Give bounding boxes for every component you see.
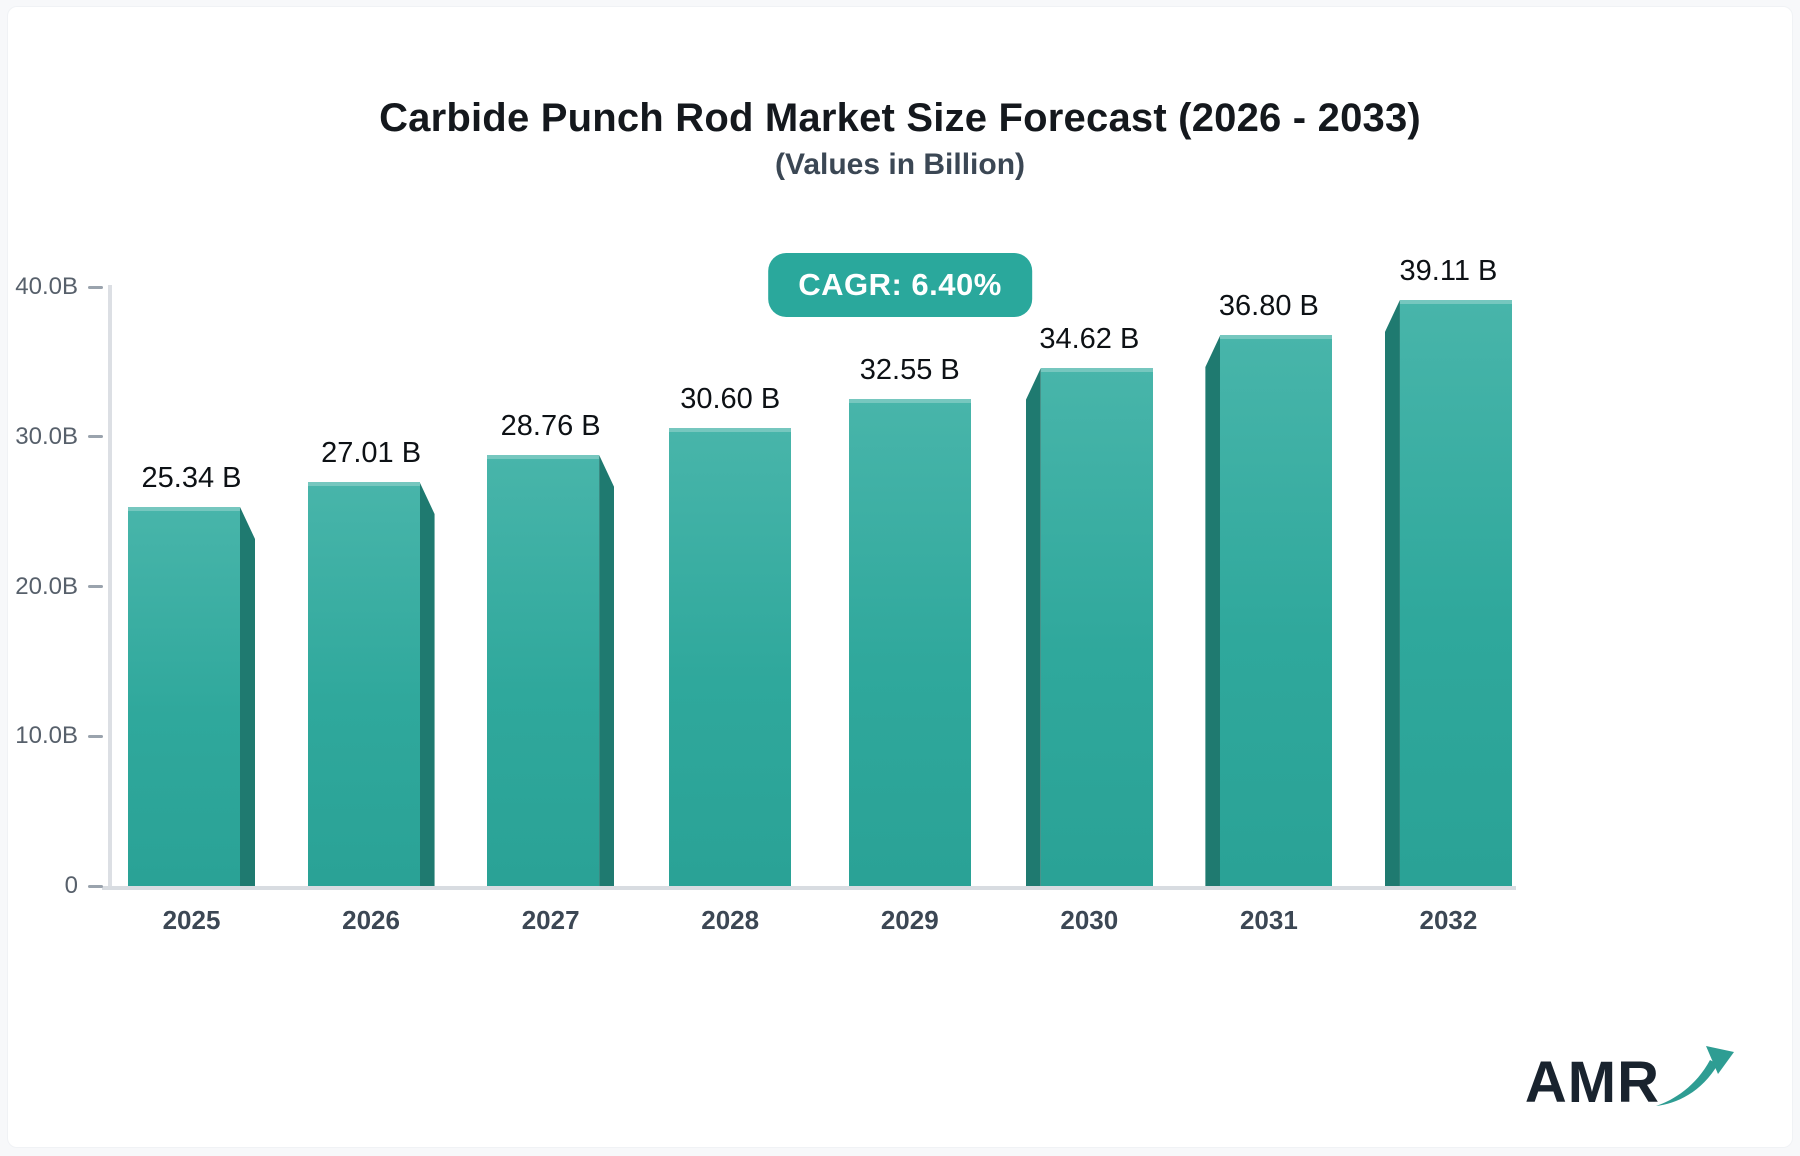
bar-value-label: 32.55 B	[859, 354, 960, 386]
bar-group: 36.80 B	[1205, 287, 1333, 886]
bar-value-label: 27.01 B	[321, 437, 422, 469]
amr-logo: AMR	[1525, 1044, 1738, 1112]
x-axis-line	[102, 886, 1516, 890]
bar-top-highlight	[848, 399, 971, 403]
x-axis-label: 2027	[521, 905, 580, 935]
x-axis-label: 2031	[1239, 905, 1298, 935]
bar-group: 25.34 B	[128, 287, 255, 886]
bar-top-highlight	[307, 482, 420, 486]
bar-value-label: 36.80 B	[1218, 290, 1319, 322]
bar-3d-side	[599, 455, 615, 886]
bar[interactable]	[1040, 368, 1153, 886]
bar[interactable]	[1220, 335, 1333, 886]
y-axis-tick-label: 40.0B	[15, 273, 78, 300]
y-axis-tick-mark	[88, 884, 103, 888]
bar-3d-side	[1025, 368, 1041, 886]
chart-title: Carbide Punch Rod Market Size Forecast (…	[379, 96, 1421, 140]
y-axis-tick-label: 0	[64, 872, 78, 899]
bar[interactable]	[848, 399, 971, 886]
bar-group: 28.76 B	[487, 287, 615, 886]
bar-top-highlight	[487, 455, 600, 459]
bar[interactable]	[669, 428, 792, 886]
bar-group: 39.11 B	[1384, 255, 1512, 886]
y-axis-tick-mark	[88, 285, 103, 289]
bar-3d-side	[419, 482, 435, 886]
chart-subtitle: (Values in Billion)	[774, 148, 1026, 181]
y-axis-line	[108, 285, 112, 888]
cagr-badge-halo: CAGR: 6.40%	[753, 240, 1047, 330]
bar[interactable]	[128, 507, 240, 886]
bar-3d-side	[1384, 300, 1400, 886]
bar-group: 32.55 B	[846, 287, 973, 886]
bar-value-label: 28.76 B	[500, 410, 601, 442]
x-axis-label: 2032	[1419, 905, 1478, 935]
bar-top-highlight	[1040, 368, 1153, 372]
bar-top-highlight	[669, 428, 792, 432]
y-axis-tick-label: 30.0B	[15, 422, 78, 450]
x-axis-label: 2028	[701, 905, 760, 935]
growth-arrow-icon	[1656, 1046, 1734, 1106]
x-axis-label: 2026	[342, 905, 400, 935]
bar-value-label: 39.11 B	[1399, 255, 1498, 287]
x-axis-label: 2025	[162, 905, 221, 935]
bar-3d-side	[240, 507, 255, 886]
x-axis-label: 2029	[880, 905, 939, 935]
bar-group: 30.60 B	[667, 287, 794, 886]
bars-row: 25.34 B 27.01 B 28.76 B 30.60 B 32.55 B 34.62…	[128, 255, 1512, 886]
cagr-badge: CAGR: 6.40%	[768, 253, 1032, 317]
bar-value-label: 34.62 B	[1039, 323, 1140, 355]
bar-value-label: 25.34 B	[141, 462, 242, 494]
amr-logo-text: AMR	[1524, 1050, 1660, 1115]
bar-top-highlight	[1220, 335, 1333, 339]
y-axis-tick-mark	[88, 734, 103, 738]
y-axis-tick-mark	[88, 585, 103, 588]
bar-group: 34.62 B	[1025, 287, 1153, 886]
bar-top-highlight	[128, 507, 240, 511]
bar[interactable]	[1399, 300, 1512, 886]
y-axis-tick-mark	[88, 435, 103, 439]
bar-value-label: 30.60 B	[680, 383, 781, 415]
y-axis-tick-label: 20.0B	[15, 572, 78, 600]
x-axis-label: 2030	[1060, 905, 1119, 935]
bar-top-highlight	[1399, 300, 1512, 304]
bar[interactable]	[307, 482, 420, 886]
x-axis-labels: 2025 2026 2027 2028 2029 2030 2031 2032	[128, 905, 1512, 936]
bar-3d-side	[1205, 335, 1221, 886]
bar[interactable]	[487, 455, 600, 886]
bar-group: 27.01 B	[307, 287, 435, 886]
y-axis-tick-label: 10.0B	[15, 722, 78, 750]
